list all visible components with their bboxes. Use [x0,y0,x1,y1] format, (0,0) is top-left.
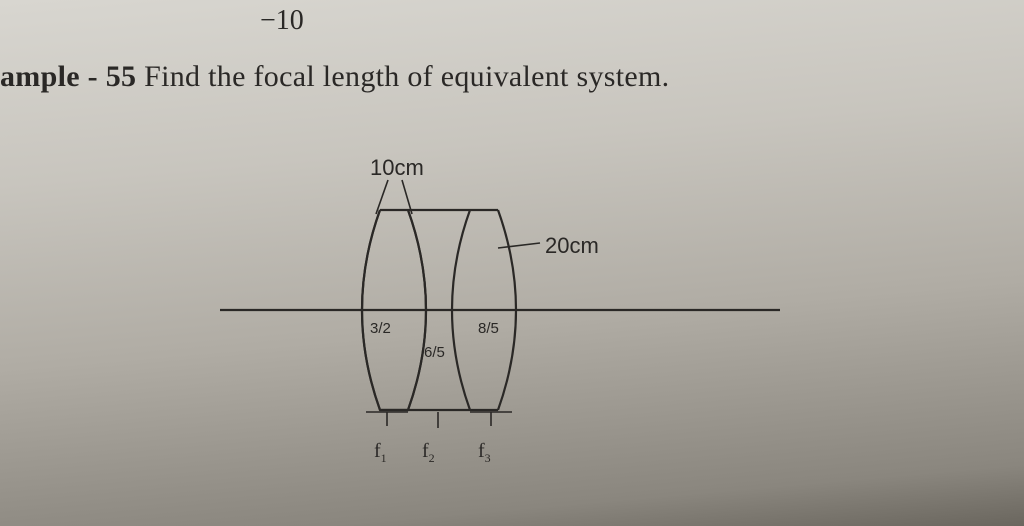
problem-statement: ample - 55 Find the focal length of equi… [0,60,669,94]
label-radius-10cm: 10cm [370,155,424,181]
problem-text: Find the focal length of equivalent syst… [144,60,669,93]
label-index-65: 6/5 [424,344,445,361]
lens-diagram: 10cm 20cm 3/2 6/5 8/5 f1 f2 f3 [180,140,820,500]
top-text-fragment: −10 [260,5,304,37]
label-index-32: 3/2 [370,320,391,337]
label-radius-20cm: 20cm [545,233,599,259]
label-f1: f1 [374,440,387,466]
label-f2: f2 [422,440,435,466]
label-index-85: 8/5 [478,320,499,337]
problem-number: ample - 55 [0,60,136,93]
lens-diagram-svg [180,140,820,500]
label-f3: f3 [478,440,491,466]
